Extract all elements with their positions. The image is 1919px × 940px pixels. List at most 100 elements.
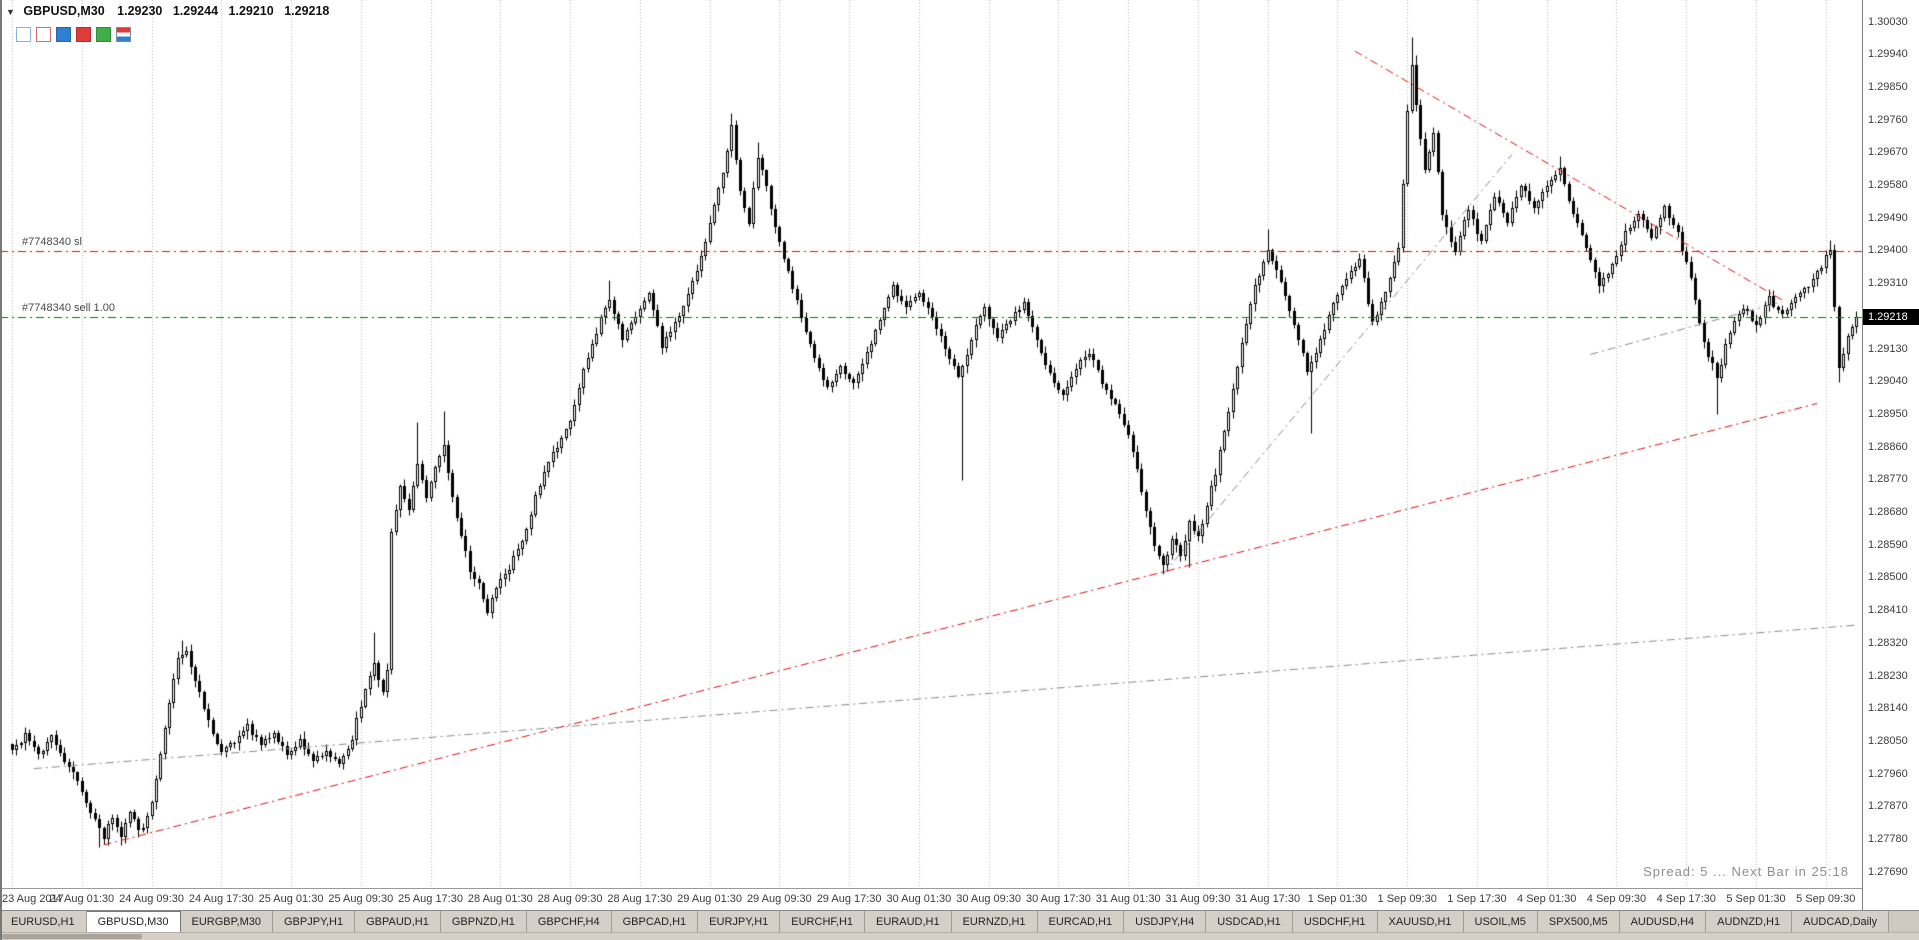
bar-high-value: 1.29244 [172, 4, 219, 18]
time-axis-label: 5 Sep 01:30 [1726, 893, 1786, 905]
chart-tab-gbpusd-m30[interactable]: GBPUSD,M30 [86, 911, 181, 932]
bar-open-value: 1.29230 [117, 4, 163, 18]
time-axis-label: 29 Aug 17:30 [816, 893, 882, 905]
chart-tab-gbpnzd-h1[interactable]: GBPNZD,H1 [440, 911, 527, 932]
price-axis-label: 1.28500 [1868, 571, 1908, 584]
chart-tab-eurgbp-m30[interactable]: EURGBP,M30 [180, 911, 273, 932]
price-axis-label: 1.29670 [1868, 146, 1908, 159]
quick-buttons-toolbar [16, 27, 131, 42]
time-axis-label: 28 Aug 17:30 [607, 893, 673, 905]
price-axis-label: 1.29850 [1868, 80, 1908, 93]
chart-tab-eurchf-h1[interactable]: EURCHF,H1 [780, 911, 866, 932]
sell-order-line-label: #7748340 sell 1.00 [22, 302, 115, 315]
chart-tab-gbpjpy-h1[interactable]: GBPJPY,H1 [273, 911, 356, 932]
time-axis-label: 24 Aug 09:30 [119, 893, 184, 905]
time-axis-label: 29 Aug 09:30 [746, 893, 812, 905]
time-axis-label: 31 Aug 01:30 [1095, 893, 1161, 905]
current-price-tag: 1.29218 [1863, 309, 1919, 326]
time-axis-label: 1 Sep 09:30 [1377, 893, 1437, 905]
blue-outline-square-button[interactable] [16, 27, 31, 42]
time-axis-label: 30 Aug 17:30 [1025, 893, 1091, 905]
price-axis-label: 1.27690 [1868, 865, 1908, 878]
red-square-button[interactable] [76, 27, 91, 42]
candlestick-chart-canvas[interactable] [0, 0, 1862, 886]
one-click-trading-toggle-icon[interactable]: ▼ [6, 7, 15, 17]
time-axis[interactable]: 23 Aug 2017 24 Aug 01:30 24 Aug 09:30 24 Au… [0, 888, 1862, 911]
striped-square-button[interactable] [116, 27, 131, 42]
price-axis-label: 1.28590 [1868, 538, 1908, 551]
red-outline-square-button[interactable] [36, 27, 51, 42]
time-axis-label: 28 Aug 01:30 [467, 893, 533, 905]
chart-tab-audnzd-h1[interactable]: AUDNZD,H1 [1706, 911, 1793, 932]
price-axis-label: 1.29130 [1868, 342, 1908, 355]
price-axis-label: 1.28320 [1868, 636, 1908, 649]
chart-tab-usdcad-h1[interactable]: USDCAD,H1 [1206, 911, 1293, 932]
price-axis-label: 1.27780 [1868, 833, 1908, 845]
chart-tab-usdjpy-h4[interactable]: USDJPY,H4 [1124, 911, 1207, 932]
green-square-button[interactable] [96, 27, 111, 42]
time-axis-label: 23 Aug 2017 [2, 893, 64, 905]
time-axis-label: 4 Sep 17:30 [1656, 893, 1716, 905]
bar-close-value: 1.29218 [284, 4, 330, 18]
spread-next-bar-status: Spread: 5 ... Next Bar in 25:18 [1643, 864, 1849, 879]
symbol-period-label: GBPUSD,M30 [23, 4, 105, 18]
time-axis-label: 4 Sep 01:30 [1517, 893, 1577, 905]
time-axis-label: 1 Sep 01:30 [1307, 893, 1368, 905]
chart-tab-gbpaud-h1[interactable]: GBPAUD,H1 [355, 911, 441, 932]
ohlc-info: ▼ GBPUSD,M30 1.29230 1.29244 1.29210 1.2… [6, 4, 336, 18]
time-axis-label: 31 Aug 09:30 [1165, 893, 1231, 905]
price-axis-label: 1.29310 [1868, 277, 1908, 290]
bar-low-value: 1.29210 [228, 4, 274, 18]
time-axis-label: 24 Aug 01:30 [49, 893, 115, 905]
time-axis-label: 31 Aug 17:30 [1235, 893, 1301, 905]
window-left-border [0, 0, 2, 940]
chart-tab-gbpchf-h4[interactable]: GBPCHF,H4 [526, 911, 612, 932]
time-axis-label: 25 Aug 17:30 [398, 893, 463, 905]
chart-tab-eurjpy-h1[interactable]: EURJPY,H1 [698, 911, 781, 932]
chart-tab-eurnzd-h1[interactable]: EURNZD,H1 [951, 911, 1038, 932]
chart-tab-gbpcad-h1[interactable]: GBPCAD,H1 [611, 911, 699, 932]
time-axis-label: 25 Aug 09:30 [328, 893, 394, 905]
chart-tab-spx500-m5[interactable]: SPX500,M5 [1537, 911, 1620, 932]
price-axis-label: 1.30030 [1868, 15, 1908, 28]
chart-tab-usoil-m5[interactable]: USOIL,M5 [1463, 911, 1538, 932]
price-axis-label: 1.28860 [1868, 440, 1908, 453]
time-axis-label: 25 Aug 01:30 [258, 893, 324, 905]
stop-loss-line-label: #7748340 sl [22, 235, 82, 248]
price-axis-label: 1.29040 [1868, 375, 1908, 388]
price-axis[interactable]: 1.29218 1.30030 1.29940 1.29850 1.29760 1.29… [1862, 0, 1919, 910]
bottom-scrollbar-track[interactable] [0, 932, 1919, 940]
chart-tab-xauusd-h1[interactable]: XAUUSD,H1 [1377, 911, 1464, 932]
price-axis-label: 1.28950 [1868, 407, 1908, 420]
chart-tab-usdchf-h1[interactable]: USDCHF,H1 [1292, 911, 1378, 932]
price-axis-label: 1.28770 [1868, 473, 1908, 486]
bottom-scrollbar-thumb[interactable] [2, 934, 142, 939]
blue-square-button[interactable] [56, 27, 71, 42]
price-axis-label: 1.27960 [1868, 767, 1908, 780]
price-axis-label: 1.28050 [1868, 734, 1908, 747]
chart-tab-eurusd-h1[interactable]: EURUSD,H1 [0, 911, 87, 932]
price-axis-label: 1.28680 [1868, 506, 1908, 518]
chart-tabs-bar: EURUSD,H1 GBPUSD,M30 EURGBP,M30 GBPJPY,H1 GB… [0, 910, 1919, 932]
price-axis-label: 1.29760 [1868, 113, 1908, 126]
time-axis-label: 28 Aug 09:30 [537, 893, 603, 905]
chart-area: ▼ GBPUSD,M30 1.29230 1.29244 1.29210 1.2… [0, 0, 1919, 911]
time-axis-label: 5 Sep 09:30 [1796, 893, 1856, 905]
time-axis-label: 30 Aug 09:30 [956, 893, 1022, 905]
chart-tab-audcad-daily[interactable]: AUDCAD,Daily [1792, 911, 1890, 932]
price-axis-label: 1.29580 [1868, 179, 1908, 191]
time-axis-label: 29 Aug 01:30 [677, 893, 743, 905]
time-axis-label: 4 Sep 09:30 [1586, 893, 1647, 905]
chart-tab-audusd-h4[interactable]: AUDUSD,H4 [1619, 911, 1707, 932]
time-axis-label: 24 Aug 17:30 [188, 893, 254, 905]
time-axis-label: 1 Sep 17:30 [1447, 893, 1507, 905]
price-axis-label: 1.29400 [1868, 244, 1908, 257]
time-axis-label: 30 Aug 01:30 [886, 893, 952, 905]
chart-tab-eurcad-h1[interactable]: EURCAD,H1 [1037, 911, 1125, 932]
price-axis-label: 1.28140 [1868, 702, 1908, 715]
chart-tab-euraud-h1[interactable]: EURAUD,H1 [865, 911, 952, 932]
price-axis-label: 1.29490 [1868, 211, 1908, 224]
price-axis-label: 1.27870 [1868, 800, 1908, 813]
price-axis-label: 1.28230 [1868, 669, 1908, 682]
